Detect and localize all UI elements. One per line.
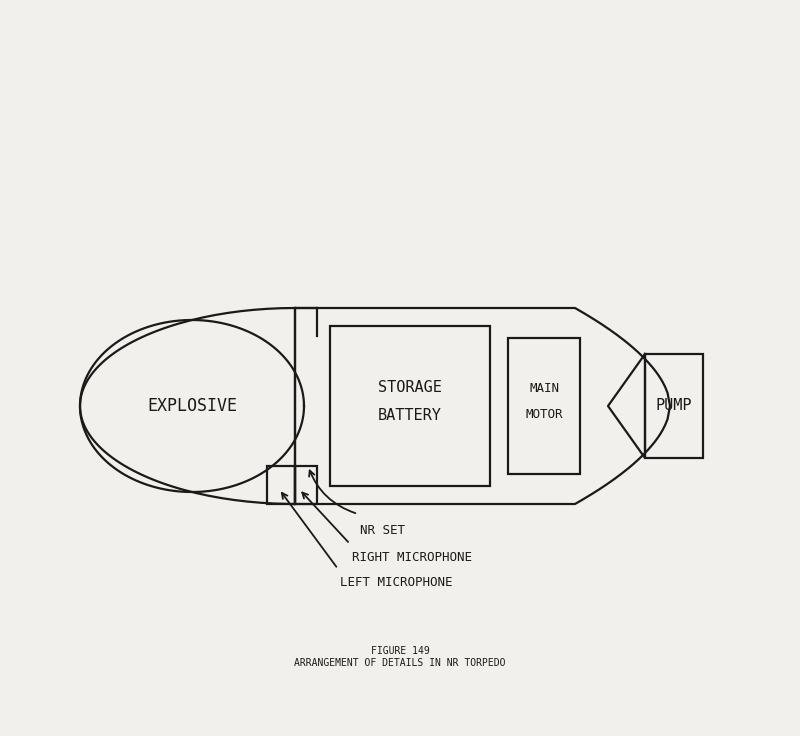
Text: ARRANGEMENT OF DETAILS IN NR TORPEDO: ARRANGEMENT OF DETAILS IN NR TORPEDO [294, 658, 506, 668]
Text: LEFT MICROPHONE: LEFT MICROPHONE [340, 576, 453, 589]
Bar [295, 466, 317, 504]
Bar [330, 326, 490, 486]
Text: EXPLOSIVE: EXPLOSIVE [147, 397, 237, 415]
Text: FIGURE 149: FIGURE 149 [370, 646, 430, 656]
Text: MOTOR: MOTOR [526, 408, 562, 420]
Text: STORAGE: STORAGE [378, 381, 442, 395]
Bar [645, 354, 703, 458]
Text: BATTERY: BATTERY [378, 408, 442, 423]
Bar [508, 338, 580, 474]
Text: PUMP: PUMP [656, 398, 692, 414]
Text: RIGHT MICROPHONE: RIGHT MICROPHONE [352, 551, 472, 564]
Text: NR SET: NR SET [360, 524, 405, 537]
Text: MAIN: MAIN [529, 381, 559, 394]
Bar [267, 466, 295, 504]
